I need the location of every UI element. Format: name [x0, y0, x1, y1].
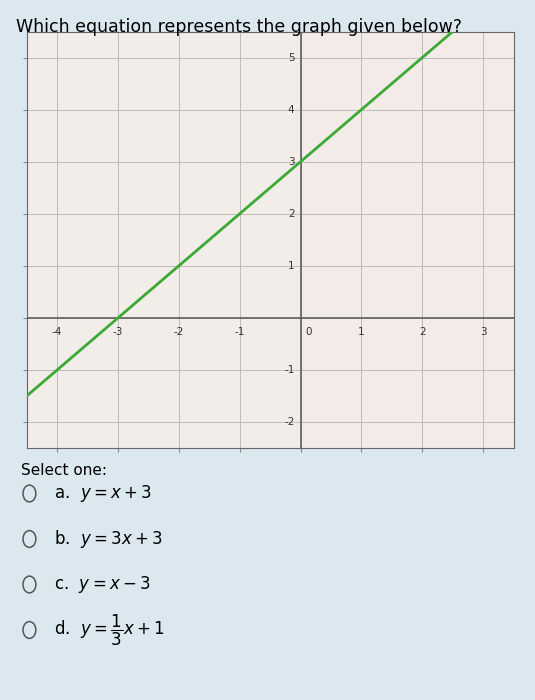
Text: -4: -4	[52, 327, 63, 337]
Text: -3: -3	[113, 327, 123, 337]
Text: a.  $y = x + 3$: a. $y = x + 3$	[54, 483, 151, 504]
Text: -1: -1	[234, 327, 245, 337]
Text: 2: 2	[419, 327, 426, 337]
Text: 5: 5	[288, 52, 295, 62]
Text: Which equation represents the graph given below?: Which equation represents the graph give…	[16, 18, 462, 36]
Text: -1: -1	[284, 365, 295, 375]
Text: 3: 3	[288, 157, 295, 167]
Text: 4: 4	[288, 104, 295, 115]
Text: 0: 0	[305, 327, 312, 337]
Text: Select one:: Select one:	[21, 463, 108, 478]
Text: b.  $y = 3x + 3$: b. $y = 3x + 3$	[54, 528, 162, 550]
Text: d.  $y = \dfrac{1}{3}x + 1$: d. $y = \dfrac{1}{3}x + 1$	[54, 612, 164, 648]
Text: c.  $y = x - 3$: c. $y = x - 3$	[54, 574, 150, 595]
Text: 1: 1	[358, 327, 365, 337]
Bar	[301, 32, 514, 448]
Text: -2: -2	[284, 417, 295, 427]
Text: 1: 1	[288, 261, 295, 271]
Text: 2: 2	[288, 209, 295, 218]
Text: 3: 3	[480, 327, 486, 337]
Text: -2: -2	[174, 327, 184, 337]
